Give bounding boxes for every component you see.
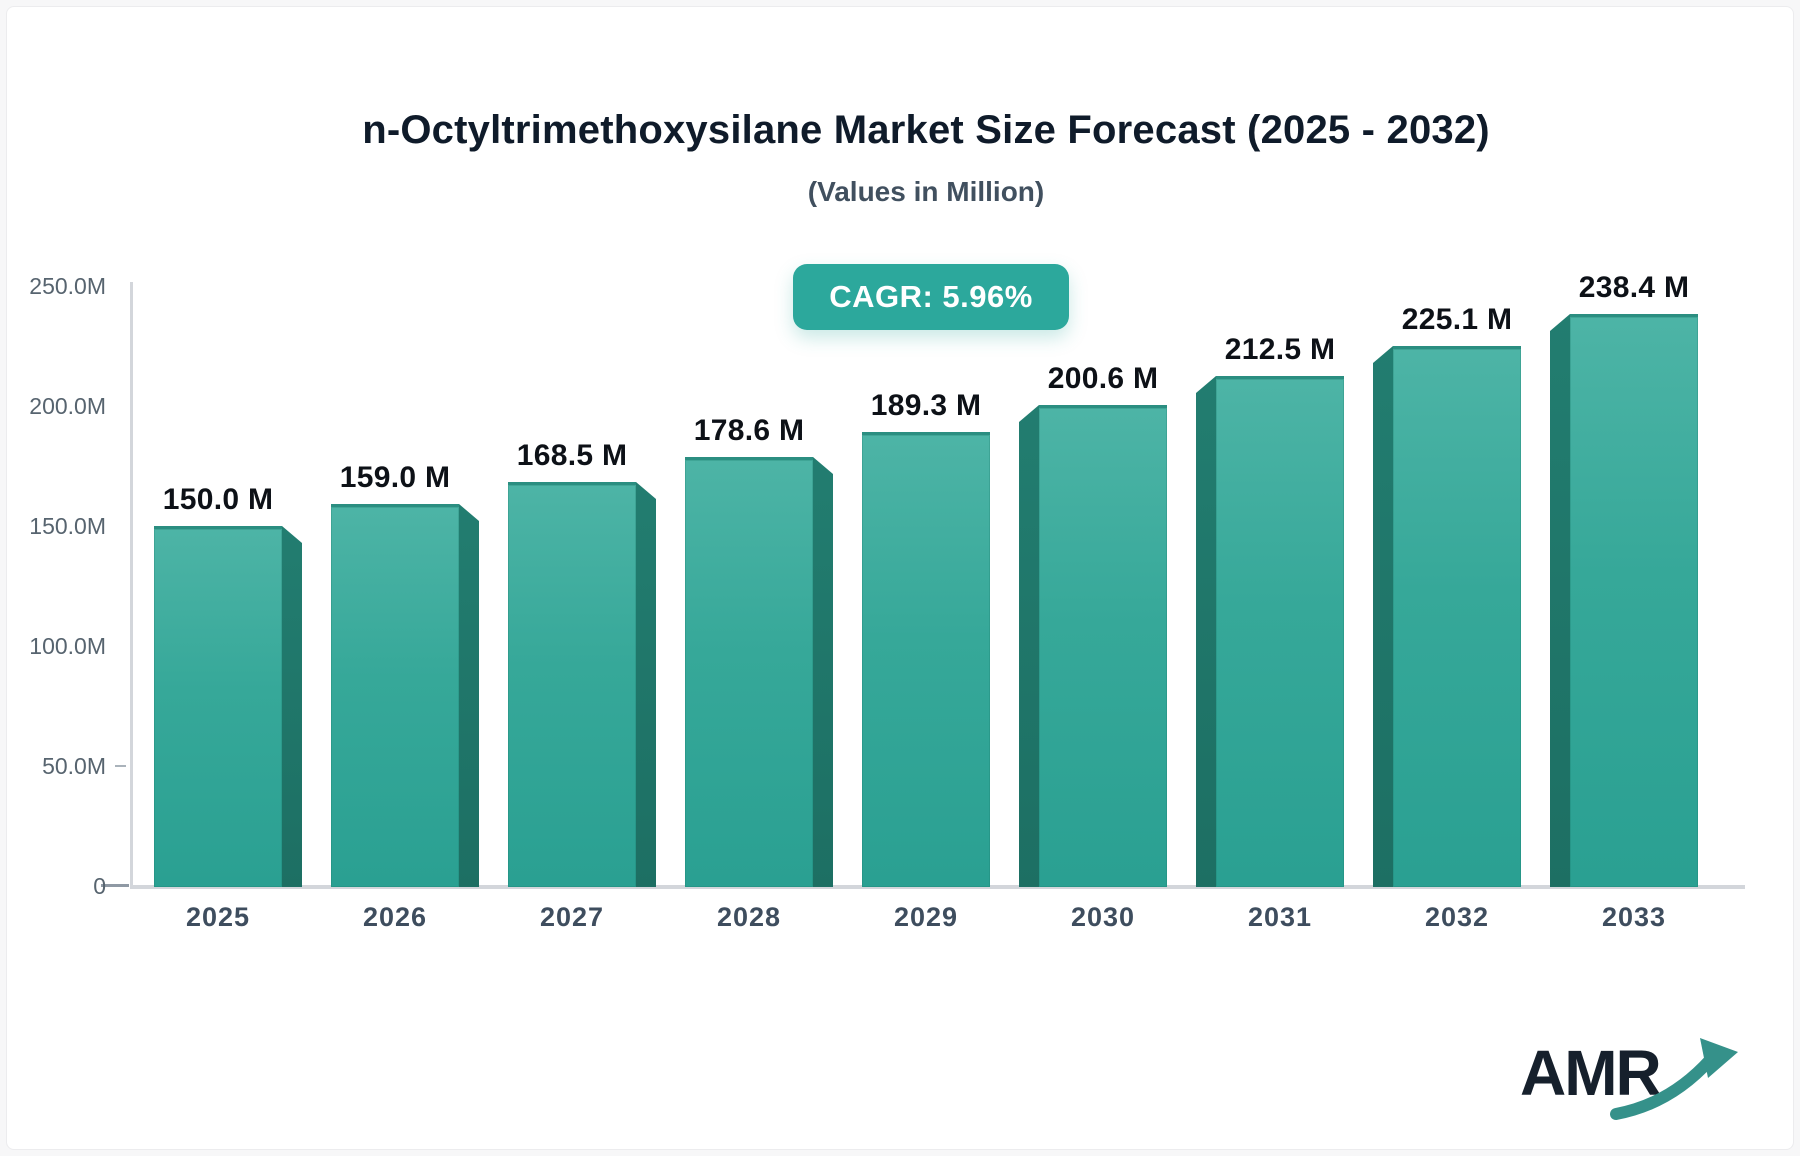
bar-value-label-2030: 200.6 M (1047, 362, 1159, 395)
y-axis-line (130, 282, 133, 888)
bar-2028 (685, 457, 813, 887)
x-axis-label-2027: 2027 (539, 902, 605, 932)
bar-value-label-2032: 225.1 M (1401, 303, 1513, 336)
x-axis-label-2028: 2028 (716, 902, 782, 932)
bar-2030 (1039, 405, 1167, 887)
bar-side-face-2025 (282, 526, 302, 887)
bar-value-label-2028: 178.6 M (693, 414, 805, 447)
y-axis-label: 250.0M (29, 273, 106, 299)
x-axis-label-2026: 2026 (362, 902, 428, 932)
y-axis-label: 200.0M (29, 393, 106, 419)
x-axis-label-2030: 2030 (1070, 902, 1136, 932)
y-axis-label: 0 (93, 873, 106, 899)
bar-side-face-2028 (813, 457, 833, 887)
bar-value-label-2033: 238.4 M (1578, 271, 1690, 304)
y-axis-label: 150.0M (29, 513, 106, 539)
chart-title: n-Octyltrimethoxysilane Market Size Fore… (362, 108, 1490, 152)
bar-2025 (154, 526, 282, 887)
y-axis-label: 50.0M (42, 753, 106, 779)
x-axis-label-2033: 2033 (1601, 902, 1667, 932)
x-axis-label-2025: 2025 (185, 902, 251, 932)
amr-logo-text: AMR (1520, 1037, 1662, 1109)
bar-value-label-2031: 212.5 M (1224, 333, 1336, 366)
bar-value-label-2026: 159.0 M (339, 461, 451, 494)
bar-2029 (862, 432, 990, 887)
bar-side-face-2030 (1019, 405, 1039, 887)
bar-side-face-2026 (459, 504, 479, 887)
bar-value-label-2027: 168.5 M (516, 439, 628, 472)
x-axis-label-2032: 2032 (1424, 902, 1490, 932)
cagr-badge: CAGR: 5.96% (793, 264, 1069, 330)
bar-2031 (1216, 376, 1344, 887)
bar-2026 (331, 504, 459, 887)
x-axis-label-2029: 2029 (893, 902, 959, 932)
y-axis-label: 100.0M (29, 633, 106, 659)
bar-2027 (508, 482, 636, 887)
bar-side-face-2033 (1550, 314, 1570, 887)
x-axis-label-2031: 2031 (1247, 902, 1313, 932)
bar-side-face-2031 (1196, 376, 1216, 887)
bar-side-face-2032 (1373, 346, 1393, 887)
bar-2033 (1570, 314, 1698, 887)
y-axis-tick-zero (101, 884, 129, 887)
bar-value-label-2025: 150.0 M (162, 483, 274, 516)
bar-value-label-2029: 189.3 M (870, 389, 982, 422)
amr-logo-arrow-icon (1610, 1038, 1738, 1120)
x-axis-line (130, 885, 1745, 889)
y-axis-tick-fifty (115, 765, 126, 767)
bar-side-face-2027 (636, 482, 656, 887)
bar-2032 (1393, 346, 1521, 887)
chart-subtitle: (Values in Million) (807, 176, 1045, 207)
amr-logo: AMR (1520, 1030, 1750, 1126)
